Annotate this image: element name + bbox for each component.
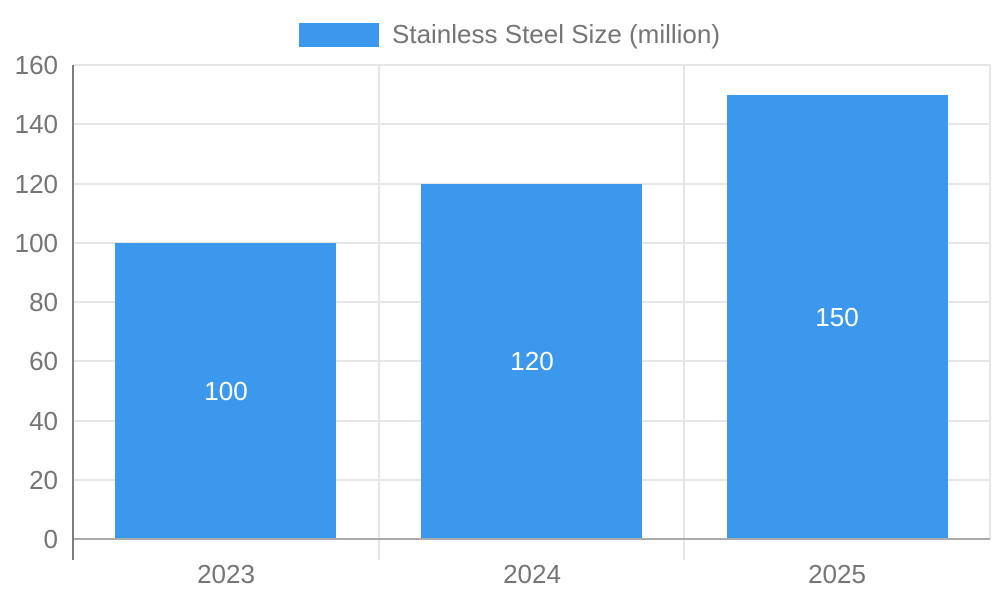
y-tick-label: 80: [29, 287, 58, 317]
bar-value-label: 100: [204, 376, 247, 406]
y-tick-label: 40: [29, 406, 58, 436]
x-tick-label: 2024: [503, 559, 561, 589]
y-tick-label: 60: [29, 346, 58, 376]
y-tick-label: 20: [29, 465, 58, 495]
legend: Stainless Steel Size (million): [299, 19, 720, 50]
bar-value-label: 120: [510, 346, 553, 376]
bar-2023[interactable]: [115, 243, 336, 539]
x-tick-label: 2025: [808, 559, 866, 589]
y-tick-label: 100: [15, 228, 58, 258]
y-tick-label: 0: [44, 524, 58, 554]
legend-swatch: [299, 22, 379, 47]
bar-value-label: 150: [815, 302, 858, 332]
y-tick-label: 160: [15, 50, 58, 80]
legend-label: Stainless Steel Size (million): [392, 19, 721, 49]
y-tick-label: 140: [15, 109, 58, 139]
bar-2024[interactable]: [421, 184, 642, 540]
x-tick-label: 2023: [197, 559, 255, 589]
y-tick-label: 120: [15, 169, 58, 199]
bar-2025[interactable]: [727, 95, 948, 539]
